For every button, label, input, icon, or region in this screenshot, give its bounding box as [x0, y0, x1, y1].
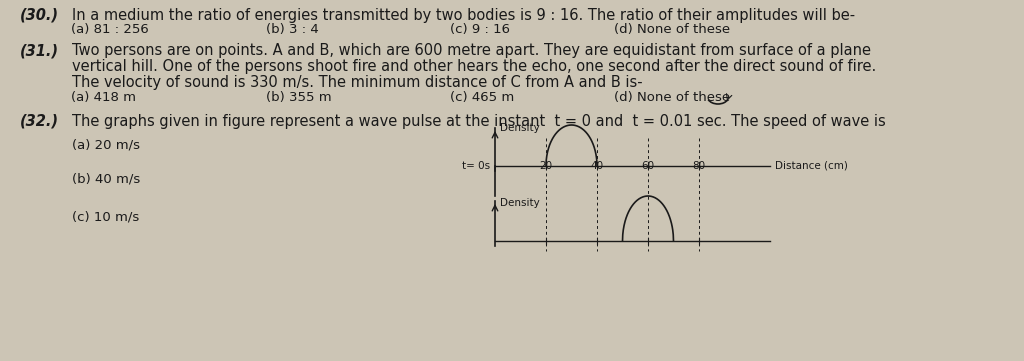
Text: Distance (cm): Distance (cm) — [775, 160, 848, 170]
Text: (a) 418 m: (a) 418 m — [71, 91, 136, 104]
Text: (32.): (32.) — [20, 114, 59, 129]
Text: 20: 20 — [540, 161, 553, 171]
Text: The graphs given in figure represent a wave pulse at the instant  t = 0 and  t =: The graphs given in figure represent a w… — [72, 114, 886, 129]
Text: 60: 60 — [641, 161, 654, 171]
Text: (b) 40 m/s: (b) 40 m/s — [72, 173, 140, 186]
Text: 80: 80 — [692, 161, 706, 171]
Text: (c) 10 m/s: (c) 10 m/s — [72, 211, 139, 224]
Text: (31.): (31.) — [20, 43, 59, 58]
Text: Density: Density — [500, 198, 540, 208]
Text: (a) 20 m/s: (a) 20 m/s — [72, 139, 140, 152]
Text: vertical hill. One of the persons shoot fire and other hears the echo, one secon: vertical hill. One of the persons shoot … — [72, 59, 877, 74]
Text: (c) 465 m: (c) 465 m — [450, 91, 514, 104]
Text: (a) 81 : 256: (a) 81 : 256 — [71, 23, 148, 36]
Text: In a medium the ratio of energies transmitted by two bodies is 9 : 16. The ratio: In a medium the ratio of energies transm… — [72, 8, 855, 23]
Text: t= 0s: t= 0s — [462, 161, 490, 171]
Text: (b) 355 m: (b) 355 m — [266, 91, 332, 104]
Text: The velocity of sound is 330 m/s. The minimum distance of C from A and B is-: The velocity of sound is 330 m/s. The mi… — [72, 75, 643, 90]
Text: Two persons are on points. A and B, which are 600 metre apart. They are equidist: Two persons are on points. A and B, whic… — [72, 43, 871, 58]
Text: 40: 40 — [591, 161, 603, 171]
Text: (b) 3 : 4: (b) 3 : 4 — [266, 23, 318, 36]
Text: (d) None of these: (d) None of these — [614, 23, 730, 36]
Text: Density: Density — [500, 123, 540, 133]
Text: (c) 9 : 16: (c) 9 : 16 — [450, 23, 510, 36]
Text: (d) None of these: (d) None of these — [614, 91, 730, 104]
Text: (30.): (30.) — [20, 8, 59, 23]
